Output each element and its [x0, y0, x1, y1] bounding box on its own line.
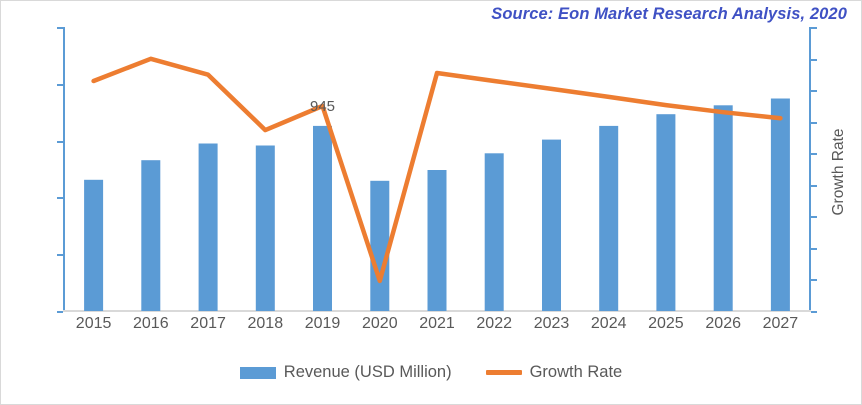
x-axis-labels: 2015 2016 2017 2018 2019 2020 2021 2022 2023 2024…	[65, 315, 809, 341]
bar-2021[interactable]	[427, 170, 447, 311]
bar-2025[interactable]	[656, 114, 676, 311]
axis-tick	[811, 121, 817, 124]
bar-2024[interactable]	[599, 125, 619, 311]
bar-2022[interactable]	[484, 153, 504, 311]
axis-tick	[811, 27, 817, 29]
axis-tick	[811, 90, 817, 93]
bar-2017[interactable]	[198, 143, 218, 312]
bar-2019[interactable]	[313, 125, 332, 311]
chart-legend: Revenue (USD Million) Growth Rate	[1, 363, 861, 382]
axis-tick	[57, 140, 63, 143]
axis-tick	[811, 247, 817, 250]
legend-label-growth-rate: Growth Rate	[529, 363, 623, 381]
x-axis-label-2019: 2019	[304, 315, 341, 332]
bar-2016[interactable]	[141, 160, 161, 311]
x-axis-label-2016: 2016	[133, 315, 169, 332]
y-axis-left-spine	[63, 27, 65, 311]
axis-tick	[811, 216, 817, 219]
x-axis-label-2025: 2025	[648, 315, 684, 332]
axis-tick	[57, 83, 63, 86]
y-axis-right-spine	[809, 27, 811, 311]
axis-tick	[811, 58, 817, 61]
line-series-group	[91, 56, 783, 284]
bar-2020[interactable]	[370, 180, 390, 311]
bar-2015[interactable]	[84, 179, 104, 311]
bar-2018[interactable]	[255, 145, 275, 312]
bar-series-group	[84, 98, 790, 312]
x-axis-label-2017: 2017	[190, 315, 226, 332]
legend-item-growth-rate[interactable]: Growth Rate	[485, 363, 623, 382]
axis-tick	[811, 311, 817, 313]
bar-swatch-icon	[239, 366, 276, 379]
bar-2023[interactable]	[542, 139, 561, 311]
axis-tick	[57, 254, 63, 257]
axis-tick	[811, 184, 817, 187]
legend-label-revenue: Revenue (USD Million)	[283, 363, 452, 381]
x-axis-label-2023: 2023	[533, 315, 570, 332]
bar-2027[interactable]	[770, 98, 790, 312]
source-note: Source: Eon Market Research Analysis, 20…	[491, 5, 847, 23]
axis-tick	[57, 27, 63, 29]
axis-tick	[57, 311, 63, 313]
bar-2026[interactable]	[713, 105, 733, 311]
x-axis-label-2027: 2027	[762, 315, 799, 332]
x-axis-line	[63, 310, 811, 312]
axis-tick	[57, 197, 63, 200]
x-axis-label-2015: 2015	[75, 315, 112, 332]
growth-rate-line[interactable]	[91, 56, 783, 284]
axis-tick	[811, 279, 817, 282]
data-label-2019: 945	[309, 97, 336, 115]
x-axis-label-2026: 2026	[705, 315, 741, 332]
line-swatch-icon	[485, 370, 522, 375]
x-axis-label-2021: 2021	[419, 315, 455, 332]
y-axis-right-title: Growth Rate	[830, 128, 847, 216]
x-axis-label-2018: 2018	[247, 315, 284, 332]
plot-svg	[84, 56, 790, 312]
x-axis-label-2020: 2020	[362, 315, 398, 332]
legend-item-revenue[interactable]: Revenue (USD Million)	[239, 363, 452, 382]
axis-tick	[811, 153, 817, 156]
x-axis-label-2022: 2022	[476, 315, 512, 332]
x-axis-label-2024: 2024	[590, 315, 627, 332]
plot-area	[65, 27, 809, 311]
